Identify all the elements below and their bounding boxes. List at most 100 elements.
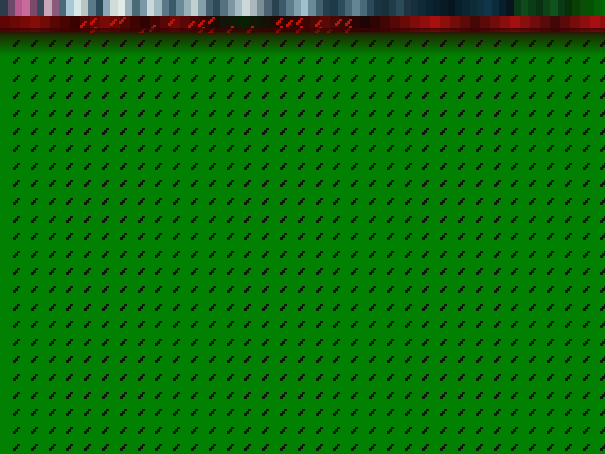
diagonal-stroke-glyph <box>583 392 590 399</box>
diagonal-stroke-glyph <box>298 128 305 135</box>
diagonal-stroke-glyph <box>191 128 198 135</box>
diagonal-stroke-glyph <box>120 163 127 170</box>
diagonal-stroke-glyph <box>529 268 536 275</box>
red-band-block <box>170 16 180 32</box>
diagonal-stroke-glyph <box>191 110 198 117</box>
diagonal-stroke-glyph <box>494 92 501 99</box>
red-speckle-glyph <box>188 21 195 28</box>
diagonal-stroke-glyph <box>120 40 127 47</box>
diagonal-stroke-glyph <box>244 374 251 381</box>
red-band-block <box>20 16 30 32</box>
noise-block <box>514 0 521 16</box>
diagonal-stroke-glyph <box>494 374 501 381</box>
diagonal-stroke-glyph <box>13 198 20 205</box>
diagonal-stroke-glyph <box>440 268 447 275</box>
diagonal-stroke-glyph <box>369 40 376 47</box>
diagonal-stroke-glyph <box>209 163 216 170</box>
diagonal-stroke-glyph <box>476 57 483 64</box>
diagonal-stroke-glyph <box>49 57 56 64</box>
diagonal-stroke-glyph <box>316 304 323 311</box>
diagonal-stroke-glyph <box>351 409 358 416</box>
diagonal-stroke-glyph <box>49 110 56 117</box>
diagonal-stroke-glyph <box>31 198 38 205</box>
red-band-block <box>250 16 260 32</box>
diagonal-stroke-glyph <box>494 180 501 187</box>
diagonal-stroke-glyph <box>191 356 198 363</box>
diagonal-stroke-glyph <box>405 110 412 117</box>
red-speckle-glyph <box>208 17 215 24</box>
dark-red-band <box>0 16 605 32</box>
diagonal-stroke-glyph <box>102 286 109 293</box>
diagonal-stroke-glyph <box>102 409 109 416</box>
diagonal-stroke-glyph <box>66 40 73 47</box>
diagonal-stroke-glyph <box>102 180 109 187</box>
diagonal-stroke-glyph <box>227 356 234 363</box>
diagonal-stroke-glyph <box>138 110 145 117</box>
noise-block <box>162 0 169 16</box>
diagonal-stroke-glyph <box>102 321 109 328</box>
diagonal-stroke-glyph <box>138 409 145 416</box>
noise-block <box>396 0 404 16</box>
diagonal-stroke-glyph <box>422 216 429 223</box>
diagonal-stroke-glyph <box>511 374 518 381</box>
red-speckle-glyph <box>198 27 205 33</box>
diagonal-stroke-glyph <box>333 75 340 82</box>
noise-block <box>206 0 213 16</box>
diagonal-stroke-glyph <box>84 444 91 451</box>
noise-block <box>367 0 374 16</box>
diagonal-stroke-glyph <box>547 304 554 311</box>
diagonal-stroke-glyph <box>600 233 605 240</box>
diagonal-stroke-glyph <box>369 268 376 275</box>
diagonal-stroke-glyph <box>31 304 38 311</box>
diagonal-stroke-glyph <box>583 409 590 416</box>
diagonal-stroke-glyph <box>298 75 305 82</box>
noise-block <box>433 0 440 16</box>
diagonal-stroke-glyph <box>565 339 572 346</box>
diagonal-stroke-glyph <box>66 180 73 187</box>
diagonal-stroke-glyph <box>298 356 305 363</box>
diagonal-stroke-glyph <box>369 339 376 346</box>
diagonal-stroke-glyph <box>280 128 287 135</box>
diagonal-stroke-glyph <box>138 392 145 399</box>
diagonal-stroke-glyph <box>333 268 340 275</box>
red-band-block <box>40 16 50 32</box>
diagonal-stroke-glyph <box>458 251 465 258</box>
red-speckle-glyph <box>247 26 254 33</box>
diagonal-stroke-glyph <box>351 145 358 152</box>
diagonal-stroke-glyph <box>102 216 109 223</box>
diagonal-stroke-glyph <box>458 163 465 170</box>
diagonal-stroke-glyph <box>458 180 465 187</box>
diagonal-stroke-glyph <box>511 92 518 99</box>
diagonal-stroke-glyph <box>280 409 287 416</box>
diagonal-stroke-glyph <box>369 110 376 117</box>
diagonal-stroke-glyph <box>369 198 376 205</box>
diagonal-stroke-glyph <box>600 268 605 275</box>
diagonal-stroke-glyph <box>547 198 554 205</box>
diagonal-stroke-glyph <box>120 233 127 240</box>
diagonal-stroke-glyph <box>494 216 501 223</box>
diagonal-stroke-glyph <box>262 356 269 363</box>
diagonal-stroke-glyph <box>476 163 483 170</box>
diagonal-stroke-glyph <box>227 286 234 293</box>
diagonal-stroke-glyph <box>440 92 447 99</box>
diagonal-stroke-glyph <box>227 163 234 170</box>
noise-block <box>470 0 477 16</box>
diagonal-stroke-glyph <box>31 321 38 328</box>
diagonal-stroke-glyph <box>138 145 145 152</box>
diagonal-stroke-glyph <box>138 304 145 311</box>
diagonal-stroke-glyph <box>84 57 91 64</box>
diagonal-stroke-glyph <box>583 356 590 363</box>
diagonal-stroke-glyph <box>316 427 323 434</box>
red-band-block <box>550 16 560 32</box>
diagonal-stroke-glyph <box>280 180 287 187</box>
diagonal-stroke-glyph <box>440 145 447 152</box>
red-band-block <box>80 16 90 32</box>
diagonal-stroke-glyph <box>369 321 376 328</box>
diagonal-stroke-glyph <box>422 304 429 311</box>
noise-block <box>580 0 587 16</box>
noise-block <box>426 0 433 16</box>
diagonal-stroke-glyph <box>565 128 572 135</box>
diagonal-stroke-glyph <box>529 128 536 135</box>
diagonal-stroke-glyph <box>458 268 465 275</box>
noise-block <box>272 0 279 16</box>
